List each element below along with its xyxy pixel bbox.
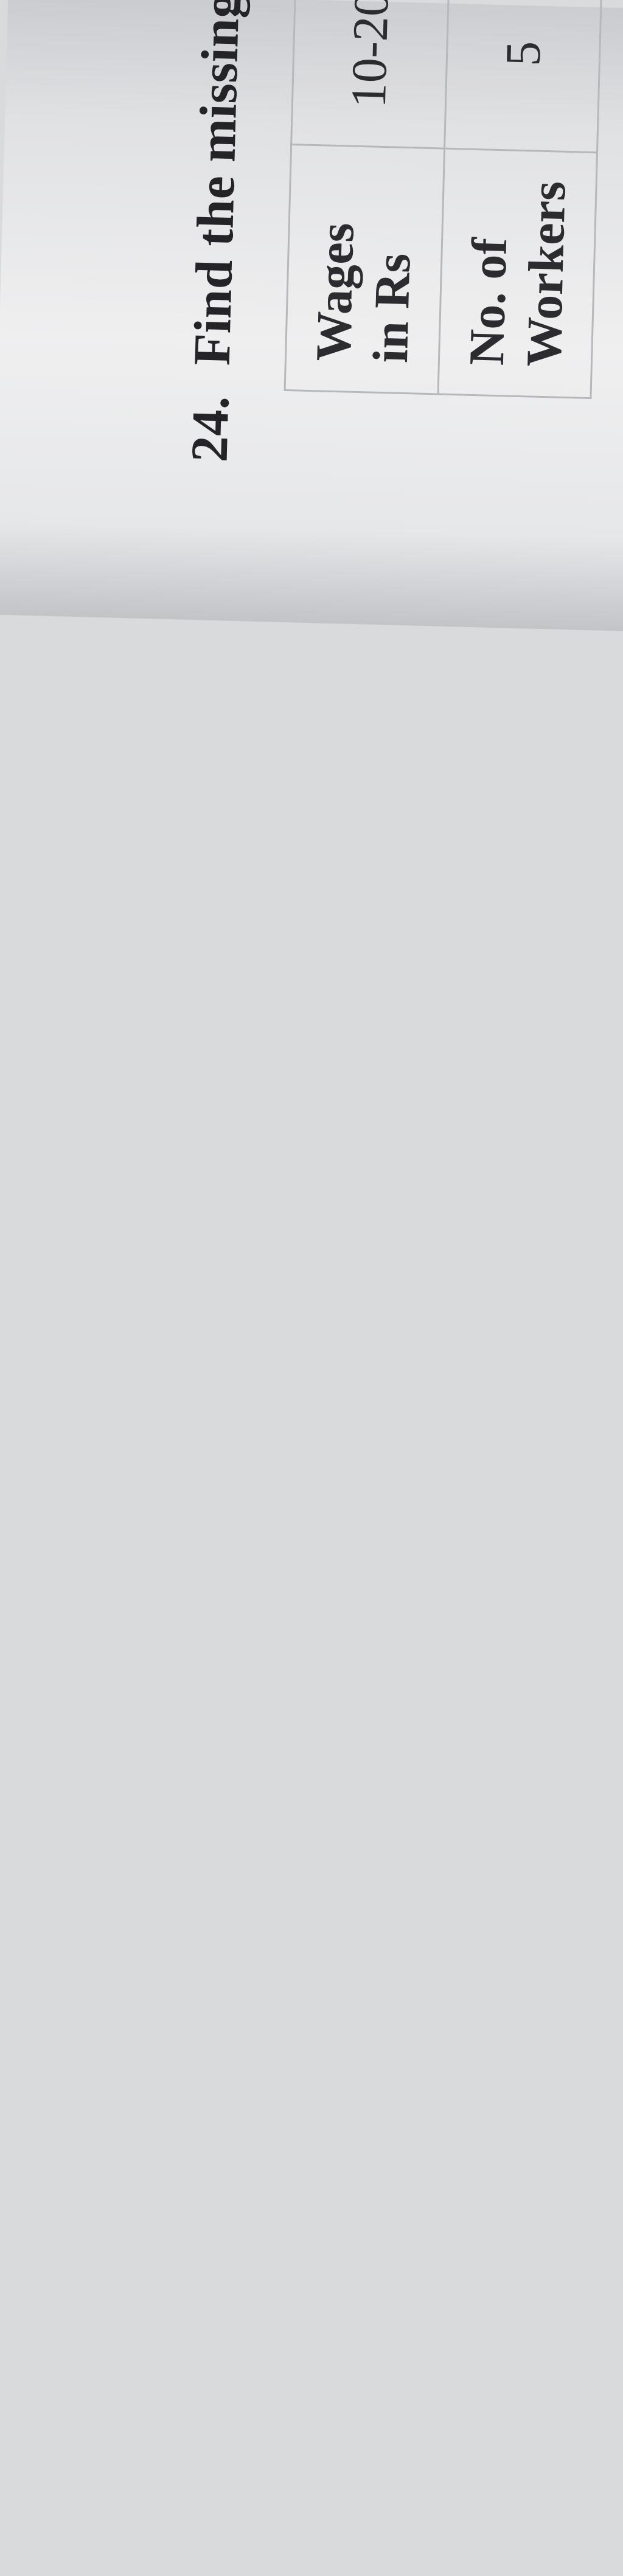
scanned-page: 24. Find the missing frequency for the g… [0,0,623,682]
row-header-workers-l2: Workers [516,181,576,367]
question-number: 24. [179,395,240,462]
row-header-wages-l1: Wages [305,222,364,362]
row-header-workers: No. of Workers [438,148,597,398]
row-header-wages-l2: in Rs [363,252,421,363]
row-header-workers-l1: No. of [458,237,517,366]
row-header-wages: Wages in Rs [285,144,444,394]
